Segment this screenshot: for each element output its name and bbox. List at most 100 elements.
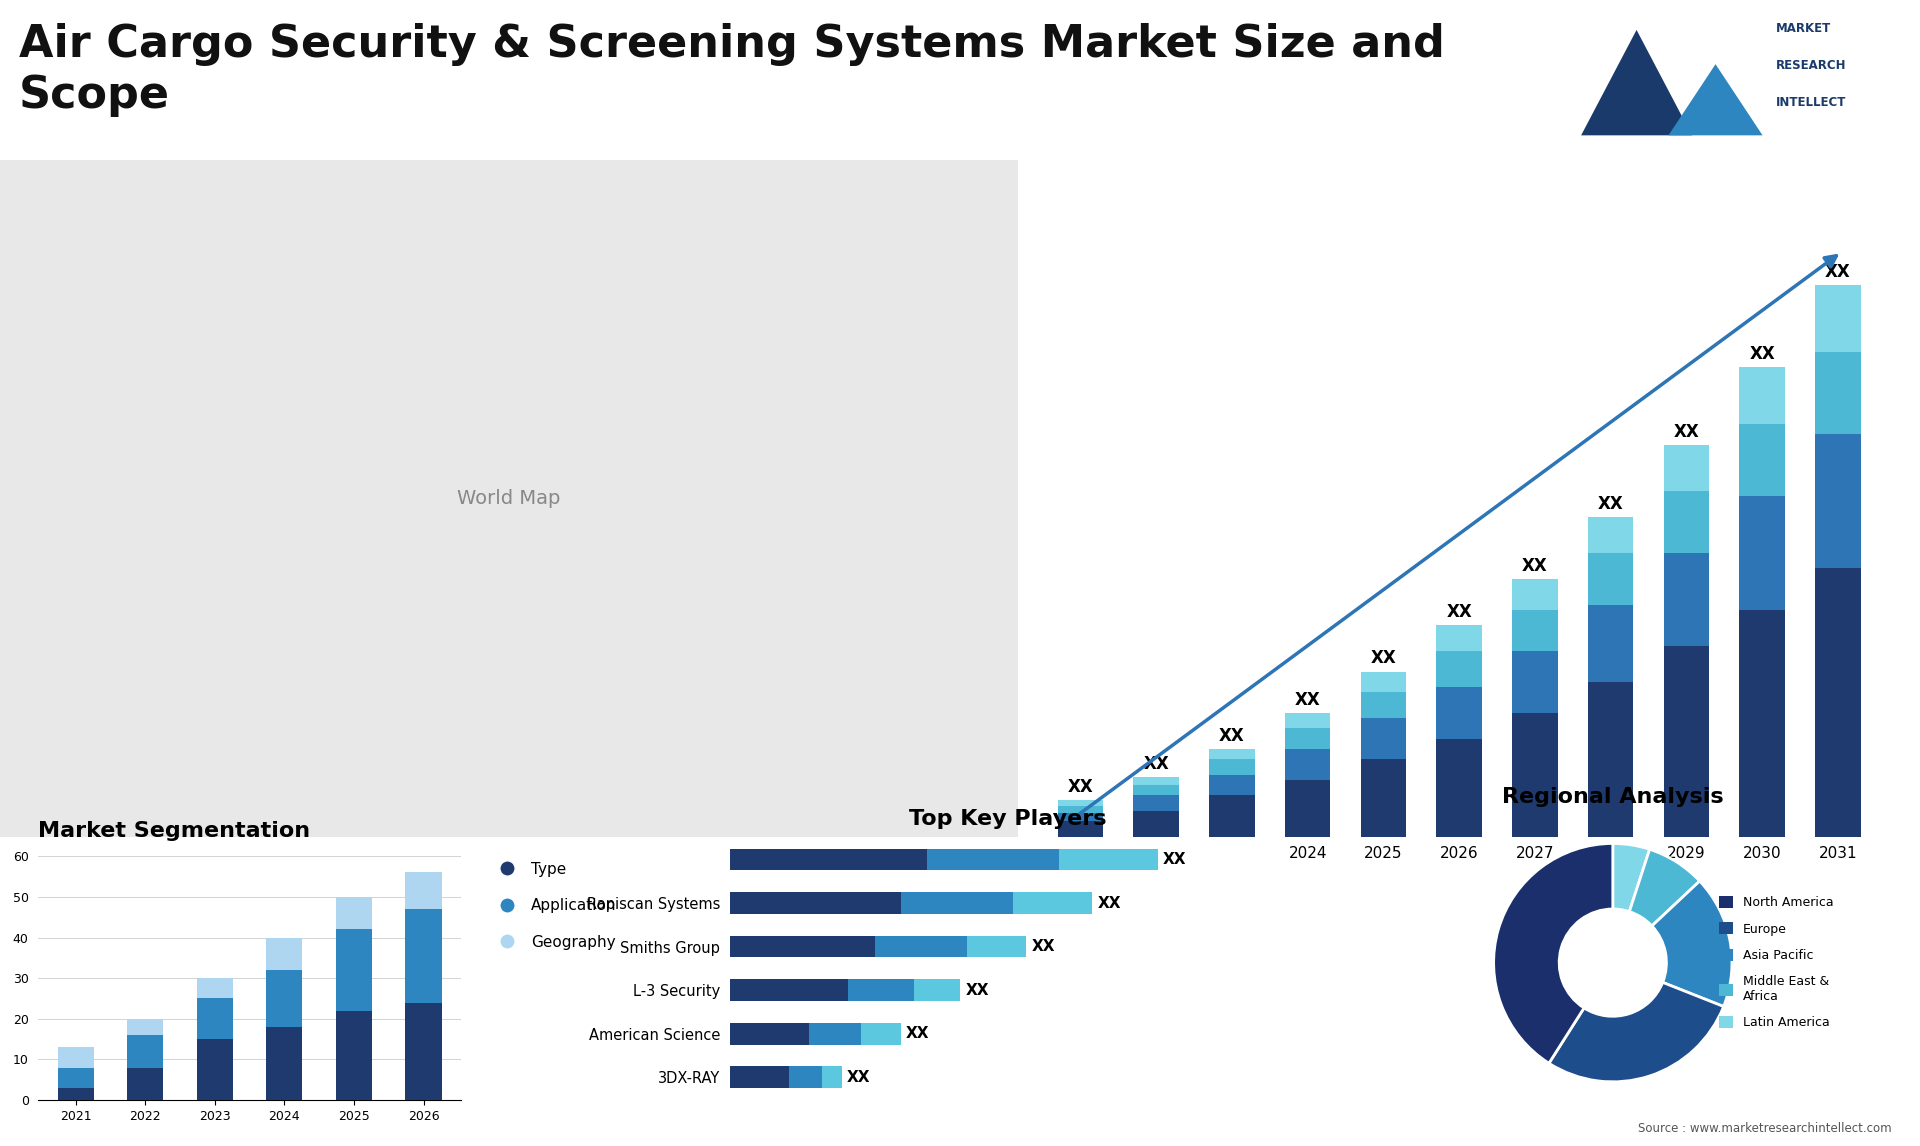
Bar [1361, 692, 1405, 719]
Bar [1058, 806, 1104, 813]
Bar [1436, 739, 1482, 837]
Polygon shape [1668, 64, 1763, 135]
Bar [1210, 795, 1254, 837]
Bar [1361, 719, 1405, 760]
Bar [1513, 579, 1557, 610]
Bar [1588, 682, 1634, 837]
Bar [1014, 892, 1092, 913]
Title: Regional Analysis: Regional Analysis [1501, 786, 1724, 807]
Bar [405, 1003, 442, 1100]
Bar [1588, 605, 1634, 682]
Text: XX: XX [1674, 423, 1699, 440]
Bar [914, 980, 960, 1002]
Text: XX: XX [847, 1069, 870, 1085]
Text: XX: XX [1294, 691, 1321, 708]
Bar [127, 1068, 163, 1100]
Bar [1133, 777, 1179, 785]
Text: Source : www.marketresearchintellect.com: Source : www.marketresearchintellect.com [1638, 1122, 1891, 1135]
Bar [336, 897, 372, 929]
Bar [927, 848, 1060, 870]
Bar [1060, 848, 1158, 870]
Bar [1436, 688, 1482, 739]
Bar [336, 1011, 372, 1100]
Wedge shape [1613, 843, 1649, 911]
Bar [127, 1019, 163, 1035]
Bar [1284, 780, 1331, 837]
Bar [1058, 822, 1104, 837]
Text: XX: XX [1031, 939, 1054, 955]
Bar [1133, 785, 1179, 795]
Bar [789, 1067, 822, 1089]
Legend: North America, Europe, Asia Pacific, Middle East &
Africa, Latin America: North America, Europe, Asia Pacific, Mid… [1715, 890, 1839, 1035]
Bar [1513, 610, 1557, 651]
Wedge shape [1549, 982, 1724, 1082]
Text: RESEARCH: RESEARCH [1776, 58, 1847, 72]
Bar [1740, 424, 1786, 496]
Bar [1665, 554, 1709, 646]
Text: XX: XX [1068, 778, 1092, 796]
Bar [1058, 801, 1104, 806]
Bar [196, 998, 232, 1039]
Bar [336, 929, 372, 1011]
Text: XX: XX [1446, 603, 1473, 621]
Wedge shape [1494, 843, 1613, 1063]
Text: INTELLECT: INTELLECT [1776, 96, 1847, 109]
Text: XX: XX [1523, 557, 1548, 574]
Polygon shape [1580, 30, 1692, 135]
Bar [730, 980, 849, 1002]
Bar [1740, 368, 1786, 424]
Bar [730, 1067, 789, 1089]
Bar [267, 937, 303, 970]
Text: XX: XX [1142, 754, 1169, 772]
Bar [808, 1023, 862, 1045]
Bar [1210, 749, 1254, 760]
Bar [822, 1067, 841, 1089]
Bar [1133, 811, 1179, 837]
Bar [1665, 492, 1709, 554]
Bar [730, 848, 927, 870]
Bar [1740, 496, 1786, 610]
Bar [127, 1035, 163, 1068]
Bar [58, 1068, 94, 1088]
Bar [267, 970, 303, 1027]
Bar [1361, 672, 1405, 692]
Bar [58, 1047, 94, 1068]
Bar [267, 1027, 303, 1100]
Text: XX: XX [906, 1026, 929, 1042]
Bar [968, 935, 1025, 957]
Wedge shape [1651, 881, 1732, 1006]
Text: Market Segmentation: Market Segmentation [38, 821, 311, 841]
Bar [876, 935, 968, 957]
FancyBboxPatch shape [0, 160, 1018, 837]
Bar [730, 1023, 808, 1045]
Text: World Map: World Map [457, 489, 561, 508]
Text: XX: XX [1749, 345, 1776, 363]
Bar [1665, 445, 1709, 492]
Bar [1513, 713, 1557, 837]
Text: XX: XX [1219, 727, 1244, 745]
Text: MARKET: MARKET [1776, 22, 1832, 36]
Bar [1361, 760, 1405, 837]
Text: XX: XX [1826, 262, 1851, 281]
Bar [862, 1023, 900, 1045]
Bar [1284, 713, 1331, 729]
Wedge shape [1630, 849, 1699, 926]
Text: XX: XX [1597, 495, 1624, 512]
Text: XX: XX [1371, 650, 1396, 667]
Title: Top Key Players: Top Key Players [910, 809, 1106, 830]
Bar [196, 1039, 232, 1100]
Bar [1665, 646, 1709, 837]
Legend: Type, Application, Geography: Type, Application, Geography [486, 856, 622, 956]
Bar [196, 979, 232, 998]
Bar [1133, 795, 1179, 811]
Text: XX: XX [1098, 895, 1121, 911]
Circle shape [1559, 909, 1667, 1017]
Bar [1588, 554, 1634, 605]
Bar [730, 935, 876, 957]
Bar [58, 1088, 94, 1100]
Bar [1814, 285, 1860, 352]
Bar [405, 909, 442, 1003]
Text: Air Cargo Security & Screening Systems Market Size and
Scope: Air Cargo Security & Screening Systems M… [19, 23, 1446, 117]
Bar [1284, 729, 1331, 749]
Bar [1814, 352, 1860, 434]
